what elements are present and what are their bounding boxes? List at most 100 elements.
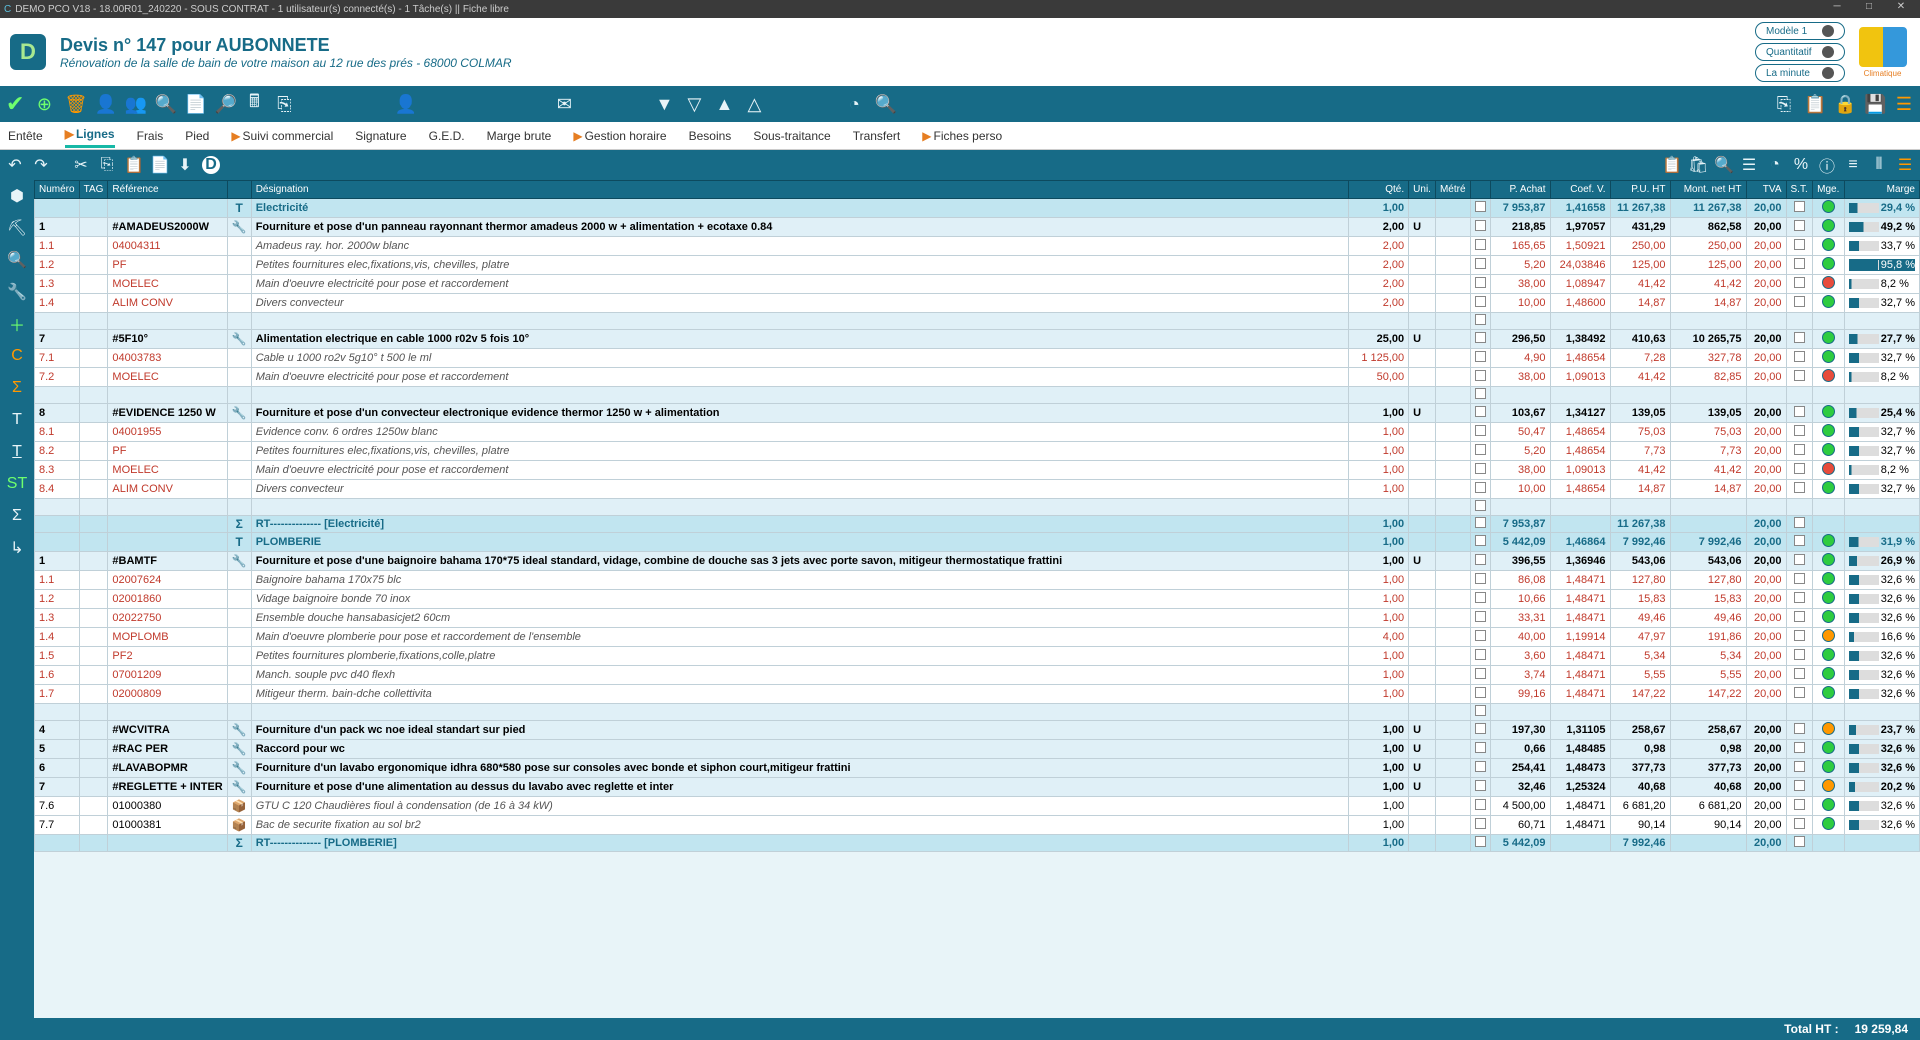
tab-pied[interactable]: Pied: [185, 125, 209, 147]
table-row[interactable]: [35, 313, 1920, 330]
clipboard-icon[interactable]: 📋: [1662, 155, 1680, 175]
table-row[interactable]: 7.601000380📦GTU C 120 Chaudières fioul à…: [35, 797, 1920, 816]
tab-ent-te[interactable]: Entête: [8, 125, 43, 147]
up2-icon[interactable]: △: [744, 94, 764, 115]
table-row[interactable]: 1#AMADEUS2000W🔧Fourniture et pose d'un p…: [35, 218, 1920, 237]
table-row[interactable]: 8#EVIDENCE 1250 W🔧Fourniture et pose d'u…: [35, 404, 1920, 423]
btn-modele[interactable]: Modèle 1: [1755, 22, 1845, 40]
tab-g-e-d-[interactable]: G.E.D.: [429, 125, 465, 147]
sb-st-icon[interactable]: ST: [7, 472, 27, 496]
tab-besoins[interactable]: Besoins: [689, 125, 732, 147]
menu2-icon[interactable]: ☰: [1896, 155, 1914, 175]
menu-icon[interactable]: ☰: [1894, 94, 1914, 115]
table-row[interactable]: ΣRT-------------- [Electricité]1,007 953…: [35, 516, 1920, 533]
col-header[interactable]: Numéro: [35, 181, 80, 199]
sb-tool-icon[interactable]: 🔧: [7, 280, 27, 304]
copy2-icon[interactable]: ⎘: [98, 156, 116, 174]
tab-gestion-horaire[interactable]: ▶Gestion horaire: [573, 125, 666, 147]
col-header[interactable]: TAG: [79, 181, 108, 199]
paste-icon[interactable]: 📋: [1804, 94, 1824, 115]
delete-icon[interactable]: 🗑: [64, 94, 84, 115]
doc-search-icon[interactable]: 🔎: [214, 94, 234, 115]
doc-icon[interactable]: 📄: [184, 94, 204, 115]
col-header[interactable]: P.U. HT: [1610, 181, 1670, 199]
up-icon[interactable]: ▲: [714, 94, 734, 115]
table-row[interactable]: 1.3MOELECMain d'oeuvre electricité pour …: [35, 275, 1920, 294]
lock-icon[interactable]: 🔒: [1834, 94, 1854, 115]
tab-frais[interactable]: Frais: [137, 125, 164, 147]
person-search-icon[interactable]: 👥: [124, 94, 144, 115]
percent-icon[interactable]: %: [1792, 156, 1810, 174]
table-row[interactable]: 6#LAVABOPMR🔧Fourniture d'un lavabo ergon…: [35, 759, 1920, 778]
person2-icon[interactable]: 👤: [394, 94, 414, 115]
col-header[interactable]: Qté.: [1349, 181, 1409, 199]
tab-sous-traitance[interactable]: Sous-traitance: [753, 125, 830, 147]
tab-marge-brute[interactable]: Marge brute: [487, 125, 552, 147]
table-row[interactable]: 1.202001860Vidage baignoire bonde 70 ino…: [35, 590, 1920, 609]
table-row[interactable]: 7#5F10°🔧Alimentation electrique en cable…: [35, 330, 1920, 349]
validate-icon[interactable]: ✔: [6, 91, 24, 117]
btn-quantitatif[interactable]: Quantitatif: [1755, 43, 1845, 61]
table-container[interactable]: NuméroTAGRéférenceDésignationQté.Uni.Mét…: [34, 180, 1920, 1018]
table-row[interactable]: [35, 387, 1920, 404]
table-row[interactable]: 8.104001955Evidence conv. 6 ordres 1250w…: [35, 423, 1920, 442]
sb-sigma-icon[interactable]: Σ: [12, 376, 22, 400]
redo-icon[interactable]: ↷: [32, 155, 50, 175]
table-row[interactable]: 1#BAMTF🔧Fourniture et pose d'une baignoi…: [35, 552, 1920, 571]
table-row[interactable]: 1.104004311Amadeus ray. hor. 2000w blanc…: [35, 237, 1920, 256]
search-icon[interactable]: 🔍: [154, 94, 174, 115]
btn-minute[interactable]: La minute: [1755, 64, 1845, 82]
table-row[interactable]: 7.2MOELECMain d'oeuvre electricité pour …: [35, 368, 1920, 387]
download-icon[interactable]: ⬇: [176, 155, 194, 175]
table-row[interactable]: 8.2PFPetites fournitures elec,fixations,…: [35, 442, 1920, 461]
sb-t-icon[interactable]: T: [12, 408, 22, 432]
col-header[interactable]: Référence: [108, 181, 227, 199]
person-icon[interactable]: 👤: [94, 94, 114, 115]
sb-plus-icon[interactable]: ＋: [9, 312, 25, 336]
search2-icon[interactable]: 🔍: [1714, 155, 1732, 175]
close-icon[interactable]: ✕: [1886, 1, 1916, 17]
list-icon[interactable]: ☰: [1740, 155, 1758, 175]
undo-icon[interactable]: ↶: [6, 155, 24, 175]
table-row[interactable]: 1.102007624Baignoire bahama 170x75 blc1,…: [35, 571, 1920, 590]
table-row[interactable]: TElectricité1,007 953,871,4165811 267,38…: [35, 199, 1920, 218]
col-header[interactable]: S.T.: [1786, 181, 1812, 199]
table-row[interactable]: 5#RAC PER🔧Raccord pour wc1,00U0,661,4848…: [35, 740, 1920, 759]
down-icon[interactable]: ▼: [654, 94, 674, 115]
table-row[interactable]: 8.3MOELECMain d'oeuvre electricité pour …: [35, 461, 1920, 480]
table-row[interactable]: 7.104003783Cable u 1000 ro2v 5g10° t 500…: [35, 349, 1920, 368]
cut-icon[interactable]: ✂: [72, 155, 90, 175]
table-row[interactable]: 1.302022750Ensemble douche hansabasicjet…: [35, 609, 1920, 628]
cols-icon[interactable]: ⫴: [1870, 156, 1888, 174]
minimize-icon[interactable]: ─: [1822, 1, 1852, 17]
table-row[interactable]: [35, 499, 1920, 516]
zoom-icon[interactable]: 🔍: [874, 94, 894, 115]
table-row[interactable]: 1.5PF2Petites fournitures plomberie,fixa…: [35, 647, 1920, 666]
list2-icon[interactable]: ≡: [1844, 156, 1862, 174]
table-row[interactable]: [35, 704, 1920, 721]
table-row[interactable]: 7#REGLETTE + INTER🔧Fourniture et pose d'…: [35, 778, 1920, 797]
paste2-icon[interactable]: 📋: [124, 155, 142, 175]
col-header[interactable]: Mge.: [1812, 181, 1844, 199]
sb-cube-icon[interactable]: ⬢: [10, 184, 24, 208]
pie-icon[interactable]: ◔: [844, 94, 864, 115]
export-icon[interactable]: ⎘: [274, 94, 294, 115]
sb-search-icon[interactable]: 🔍: [7, 248, 27, 272]
col-header[interactable]: Métré: [1435, 181, 1470, 199]
sb-dig-icon[interactable]: ⛏: [7, 216, 27, 240]
sb-arrow-icon[interactable]: ↳: [10, 536, 23, 560]
tab-suivi-commercial[interactable]: ▶Suivi commercial: [231, 125, 333, 147]
table-row[interactable]: 7.701000381📦Bac de securite fixation au …: [35, 816, 1920, 835]
table-row[interactable]: TPLOMBERIE1,005 442,091,468647 992,467 9…: [35, 533, 1920, 552]
tab-signature[interactable]: Signature: [355, 125, 406, 147]
table-row[interactable]: ΣRT-------------- [PLOMBERIE]1,005 442,0…: [35, 835, 1920, 852]
maximize-icon[interactable]: □: [1854, 1, 1884, 17]
down2-icon[interactable]: ▽: [684, 94, 704, 115]
save-icon[interactable]: 💾: [1864, 94, 1884, 115]
tab-fiches-perso[interactable]: ▶Fiches perso: [922, 125, 1002, 147]
col-header[interactable]: [1470, 181, 1490, 199]
table-row[interactable]: 8.4ALIM CONVDivers convecteur1,0010,001,…: [35, 480, 1920, 499]
bag-icon[interactable]: 🛍: [1688, 155, 1706, 175]
col-header[interactable]: Mont. net HT: [1670, 181, 1746, 199]
table-row[interactable]: 1.4ALIM CONVDivers convecteur2,0010,001,…: [35, 294, 1920, 313]
